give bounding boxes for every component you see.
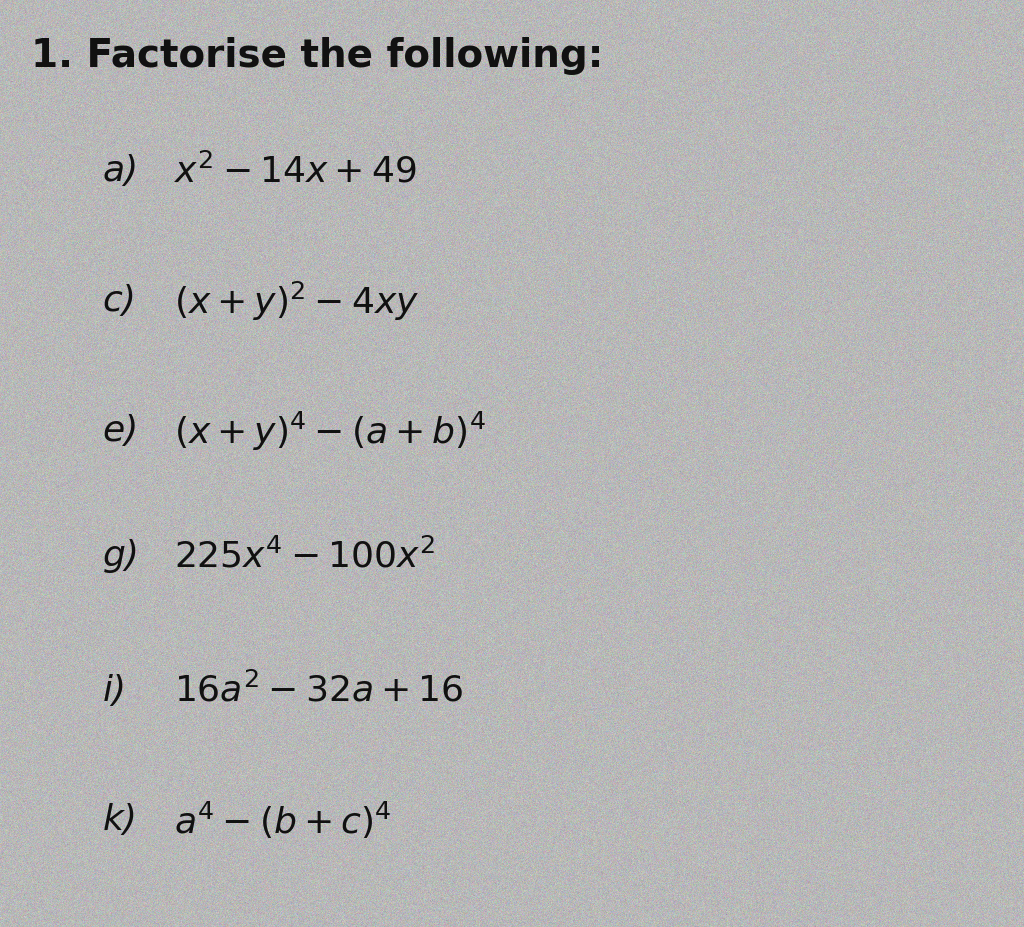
Text: $16a^2 - 32a + 16$: $16a^2 - 32a + 16$ (174, 672, 464, 709)
Text: $a^4 - (b + c)^4$: $a^4 - (b + c)^4$ (174, 800, 391, 841)
Text: e): e) (102, 414, 139, 448)
Text: i): i) (102, 674, 127, 707)
Text: a): a) (102, 155, 138, 188)
Text: $x^2 - 14x + 49$: $x^2 - 14x + 49$ (174, 153, 417, 190)
Text: g): g) (102, 540, 139, 573)
Text: k): k) (102, 804, 137, 837)
Text: $(x + y)^2 - 4xy$: $(x + y)^2 - 4xy$ (174, 280, 419, 323)
Text: $(x + y)^4 - (a + b)^4$: $(x + y)^4 - (a + b)^4$ (174, 410, 485, 452)
Text: 1. Factorise the following:: 1. Factorise the following: (31, 37, 603, 75)
Text: $225x^4 - 100x^2$: $225x^4 - 100x^2$ (174, 538, 435, 575)
Text: c): c) (102, 285, 136, 318)
